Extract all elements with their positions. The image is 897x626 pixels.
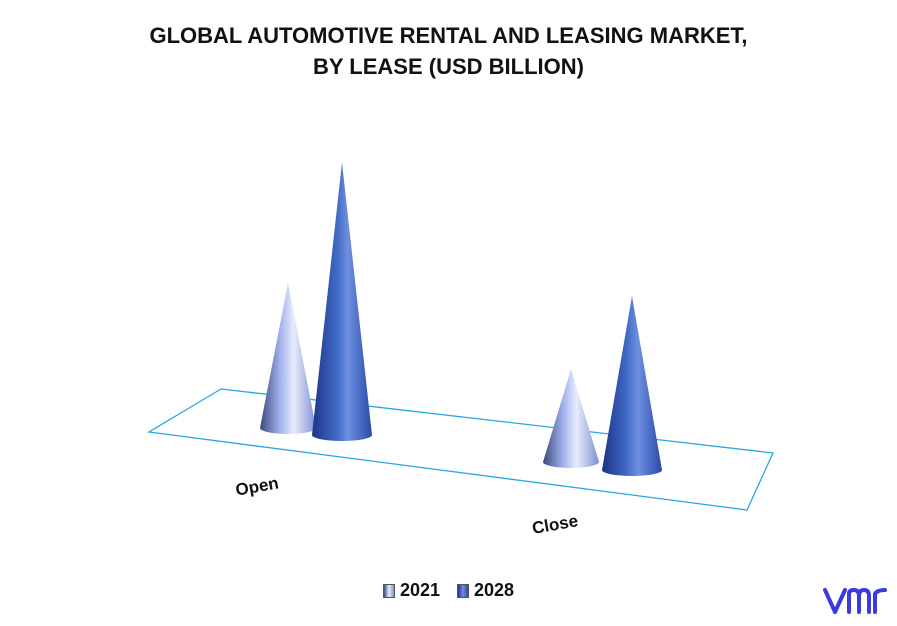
cone-2028-close bbox=[602, 296, 662, 476]
category-label-close: Close bbox=[531, 511, 580, 538]
cone-2028-open bbox=[312, 162, 372, 441]
chart-title: GLOBAL AUTOMOTIVE RENTAL AND LEASING MAR… bbox=[0, 20, 897, 82]
legend-swatch-2028 bbox=[457, 583, 469, 598]
cone-2021-close bbox=[543, 369, 599, 468]
chart-title-line-2: BY LEASE (USD BILLION) bbox=[313, 54, 584, 79]
legend-label-2028: 2028 bbox=[474, 580, 515, 600]
vmr-logo bbox=[823, 587, 887, 614]
legend-label-2021: 2021 bbox=[399, 580, 440, 600]
chart-title-line-1: GLOBAL AUTOMOTIVE RENTAL AND LEASING MAR… bbox=[149, 23, 748, 48]
legend-swatch-2021 bbox=[382, 583, 395, 598]
cone-2021-open bbox=[260, 283, 316, 434]
legend: 2021 2028 bbox=[0, 580, 897, 603]
legend-item-2021[interactable]: 2021 bbox=[382, 580, 440, 601]
category-label-open: Open bbox=[234, 473, 280, 499]
legend-item-2028[interactable]: 2028 bbox=[457, 580, 514, 601]
